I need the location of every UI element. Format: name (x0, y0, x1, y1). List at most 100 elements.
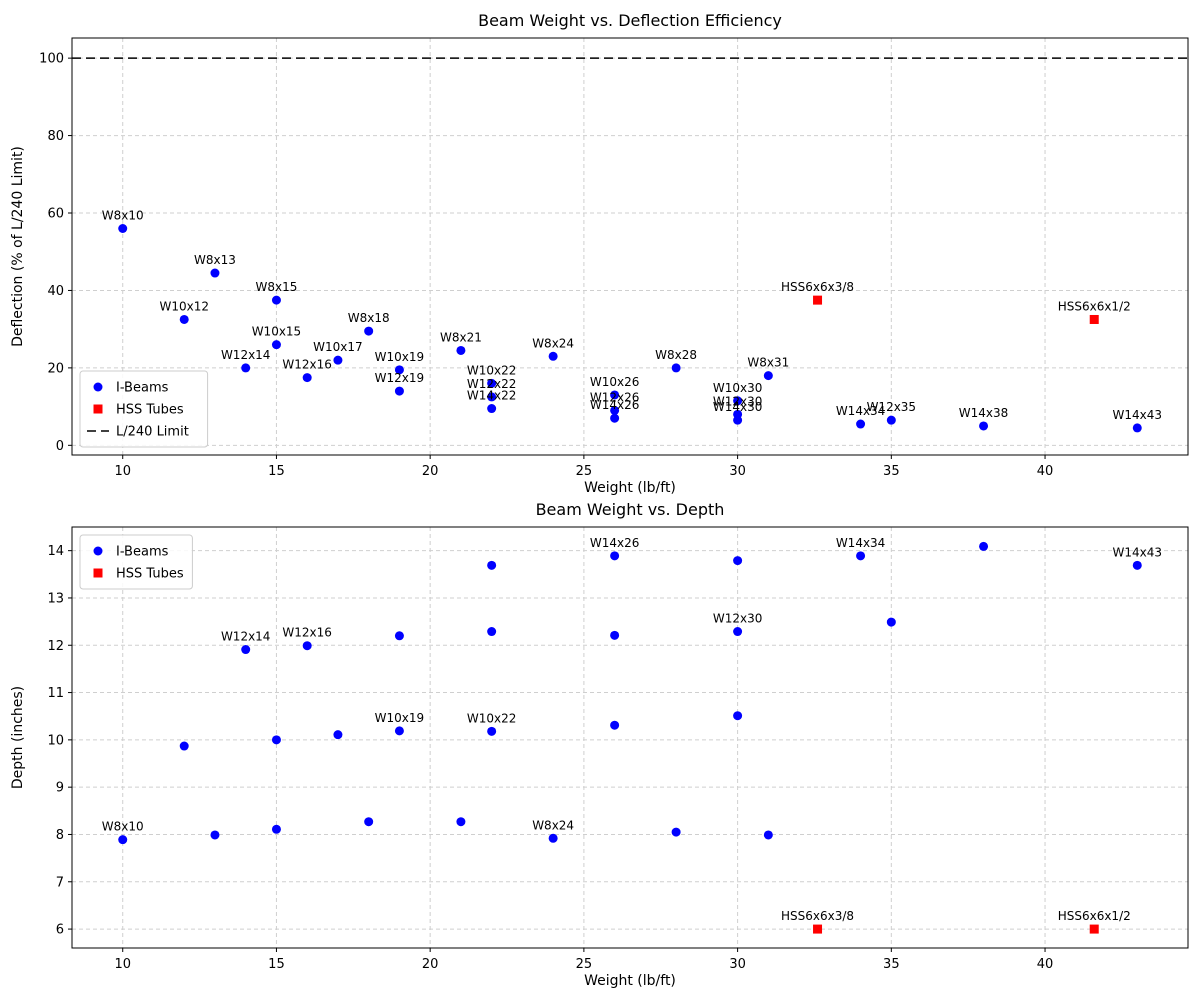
data-point-W10x26 (610, 720, 620, 730)
chart-title-deflection: Beam Weight vs. Deflection Efficiency (478, 11, 782, 30)
y-tick-label: 6 (56, 923, 64, 938)
data-point-W14x22 (487, 404, 497, 414)
data-point-W8x15 (271, 295, 281, 305)
point-label-W8x31: W8x31 (747, 356, 789, 370)
data-point-W12x22 (487, 392, 497, 402)
data-point-HSS6x6x1/2 (1089, 314, 1099, 324)
data-point-HSS6x6x3/8 (813, 924, 823, 934)
y-axis-label-deflection: Deflection (% of L/240 Limit) (10, 146, 26, 347)
x-axis-label-depth: Weight (lb/ft) (584, 973, 676, 989)
y-tick-label: 100 (39, 52, 64, 67)
point-label-W14x22: W14x22 (467, 389, 517, 403)
data-point-W10x22 (487, 378, 497, 388)
point-label-HSS6x6x3/8: HSS6x6x3/8 (781, 909, 854, 923)
point-label-W8x15: W8x15 (256, 280, 298, 294)
data-point-W10x15 (271, 340, 281, 350)
point-label-W10x22: W10x22 (467, 363, 517, 377)
y-axis-label-depth: Depth (inches) (10, 686, 26, 789)
point-label-W8x10: W8x10 (102, 208, 144, 222)
point-label-W8x10: W8x10 (102, 820, 144, 834)
y-tick-label: 0 (56, 439, 64, 454)
x-tick-label: 10 (114, 464, 131, 479)
data-point-W8x10 (118, 835, 128, 845)
data-point-W8x15 (271, 824, 281, 834)
data-point-W12x35 (886, 415, 896, 425)
data-point-W12x16 (302, 373, 312, 383)
data-point-W10x15 (271, 735, 281, 745)
point-label-W12x16: W12x16 (282, 626, 332, 640)
point-label-W10x19: W10x19 (375, 350, 425, 364)
point-label-W12x35: W12x35 (867, 400, 917, 414)
data-point-W8x31 (763, 371, 773, 381)
data-point-W10x22 (487, 726, 497, 736)
legend-label: I-Beams (116, 545, 169, 560)
y-tick-label: 20 (47, 361, 64, 376)
x-tick-label: 15 (268, 957, 285, 972)
data-point-W8x13 (210, 830, 220, 840)
data-point-W12x26 (610, 630, 620, 640)
point-label-W8x21: W8x21 (440, 330, 482, 344)
data-point-W12x16 (302, 641, 312, 651)
legend: I-Beams HSS Tubes (79, 534, 193, 590)
data-point-W8x10 (118, 223, 128, 233)
point-label-W12x14: W12x14 (221, 630, 271, 644)
data-point-W14x43 (1132, 560, 1142, 570)
point-label-W12x30: W12x30 (713, 612, 763, 626)
point-label-HSS6x6x1/2: HSS6x6x1/2 (1058, 299, 1131, 313)
legend-label: I-Beams (116, 381, 169, 396)
data-point-W8x28 (671, 827, 681, 837)
point-label-W14x26: W14x26 (590, 398, 640, 412)
data-point-W14x30 (733, 556, 743, 566)
point-label-W12x22: W12x22 (467, 377, 517, 391)
x-tick-label: 15 (268, 464, 285, 479)
point-label-W14x26: W14x26 (590, 536, 640, 550)
y-tick-label: 80 (47, 129, 64, 144)
x-tick-label: 40 (1037, 464, 1054, 479)
legend-marker-circle (93, 382, 103, 392)
point-label-W14x38: W14x38 (959, 406, 1009, 420)
point-label-W12x19: W12x19 (375, 371, 425, 385)
data-point-W8x28 (671, 363, 681, 373)
y-tick-label: 9 (56, 781, 64, 796)
point-label-W10x15: W10x15 (252, 325, 302, 339)
point-label-W10x22: W10x22 (467, 711, 517, 725)
y-tick-label: 60 (47, 207, 64, 222)
point-label-W12x26: W12x26 (590, 390, 640, 404)
data-point-W8x24 (548, 351, 558, 361)
y-tick-label: 14 (47, 544, 64, 559)
data-point-W8x31 (763, 830, 773, 840)
data-point-W12x14 (241, 363, 251, 373)
point-label-W8x24: W8x24 (532, 336, 574, 350)
point-label-W8x13: W8x13 (194, 253, 236, 267)
data-point-W12x19 (394, 631, 404, 641)
chart-deflection: W8x10 W10x12 W8x13 W12x14 W8x15 W10x15 W12x16 W… (39, 37, 1189, 479)
x-tick-label: 25 (576, 464, 593, 479)
point-label-W10x30: W10x30 (713, 381, 763, 395)
point-label-HSS6x6x1/2: HSS6x6x1/2 (1058, 909, 1131, 923)
y-tick-label: 7 (56, 875, 64, 890)
data-point-W8x21 (456, 817, 466, 827)
data-point-W8x18 (364, 817, 374, 827)
x-tick-label: 30 (729, 957, 746, 972)
legend-marker-square (93, 568, 103, 578)
chart-title-depth: Beam Weight vs. Depth (536, 500, 725, 519)
data-point-W14x30 (733, 415, 743, 425)
data-point-W10x30 (733, 711, 743, 721)
data-point-W10x17 (333, 730, 343, 740)
legend-marker-square (93, 404, 103, 414)
data-point-W10x19 (394, 726, 404, 736)
y-tick-label: 10 (47, 733, 64, 748)
legend-marker-circle (93, 546, 103, 556)
y-tick-label: 8 (56, 828, 64, 843)
data-point-W12x22 (487, 627, 497, 637)
x-axis-label-deflection: Weight (lb/ft) (584, 480, 676, 496)
point-label-W8x18: W8x18 (348, 311, 390, 325)
data-point-W10x17 (333, 355, 343, 365)
x-tick-label: 20 (422, 464, 439, 479)
data-point-W14x34 (856, 419, 866, 429)
data-point-W14x38 (979, 421, 989, 431)
data-point-W12x30 (733, 627, 743, 637)
point-label-W10x17: W10x17 (313, 340, 363, 354)
plot-border (71, 37, 1189, 456)
